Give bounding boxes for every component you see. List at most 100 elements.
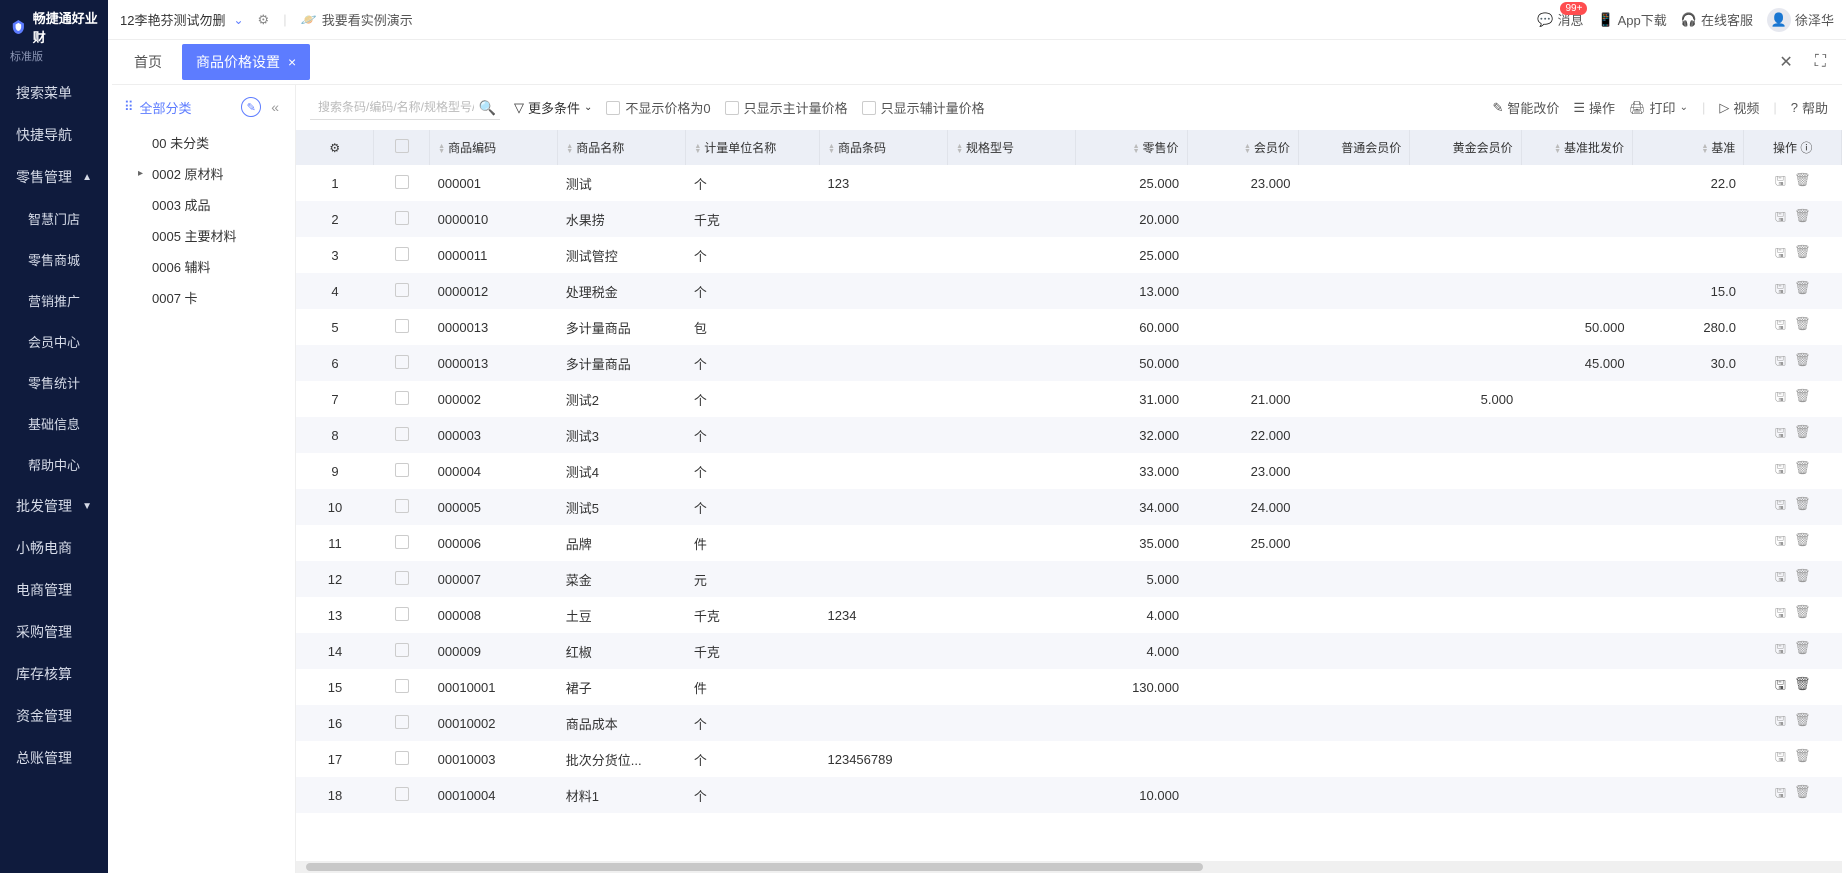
chk-main-unit[interactable]: 只显示主计量价格 <box>725 98 848 117</box>
save-icon[interactable]: 🖫 <box>1775 280 1786 302</box>
service-button[interactable]: 🎧 在线客服 <box>1681 10 1753 29</box>
save-icon[interactable]: 🖫 <box>1775 424 1786 446</box>
sidebar-item[interactable]: 总账管理 <box>0 737 108 779</box>
cell-checkbox[interactable] <box>374 309 430 345</box>
more-conditions-button[interactable]: ▽ 更多条件 ⌄ <box>514 98 592 117</box>
save-icon[interactable]: 🖫 <box>1775 748 1786 770</box>
delete-icon[interactable]: 🗑 <box>1794 748 1811 770</box>
cell-checkbox[interactable] <box>374 669 430 705</box>
cell-checkbox[interactable] <box>374 381 430 417</box>
user-menu[interactable]: 👤 徐泽华 <box>1767 8 1834 32</box>
table-row[interactable]: 7000002测试2个31.00021.0005.000🖫🗑 <box>296 381 1842 417</box>
th-member[interactable]: ▲▼会员价 <box>1187 130 1298 165</box>
sidebar-item[interactable]: 营销推广 <box>0 280 108 321</box>
delete-icon[interactable]: 🗑 <box>1794 640 1811 662</box>
cell-checkbox[interactable] <box>374 201 430 237</box>
chk-aux-unit[interactable]: 只显示辅计量价格 <box>862 98 985 117</box>
edit-category-button[interactable]: ✎ <box>241 97 261 117</box>
cell-checkbox[interactable] <box>374 489 430 525</box>
table-row[interactable]: 50000013多计量商品包60.00050.000280.0🖫🗑 <box>296 309 1842 345</box>
cell-checkbox[interactable] <box>374 705 430 741</box>
delete-icon[interactable]: 🗑 <box>1794 460 1811 482</box>
close-all-icon[interactable]: ✕ <box>1771 48 1800 76</box>
cell-checkbox[interactable] <box>374 633 430 669</box>
sidebar-item[interactable]: 帮助中心 <box>0 444 108 485</box>
sidebar-item[interactable]: 基础信息 <box>0 403 108 444</box>
save-icon[interactable]: 🖫 <box>1775 784 1786 806</box>
delete-icon[interactable]: 🗑 <box>1794 784 1811 806</box>
horizontal-scrollbar[interactable] <box>296 861 1842 873</box>
table-scroll[interactable]: ⚙ ▲▼商品编码 ▲▼商品名称 ▲▼计量单位名称 ▲▼商品条码 ▲▼规格型号 ▲… <box>296 130 1842 861</box>
help-button[interactable]: ?帮助 <box>1791 98 1828 117</box>
search-input[interactable] <box>310 95 500 120</box>
th-base-wholesale[interactable]: ▲▼基准批发价 <box>1521 130 1632 165</box>
save-icon[interactable]: 🖫 <box>1775 388 1786 410</box>
category-item[interactable]: 0003 成品 <box>132 189 289 220</box>
category-item[interactable]: 0007 卡 <box>132 282 289 313</box>
table-row[interactable]: 60000013多计量商品个50.00045.00030.0🖫🗑 <box>296 345 1842 381</box>
app-download-button[interactable]: 📱 App下载 <box>1597 10 1666 29</box>
th-normal-member[interactable]: 普通会员价 <box>1298 130 1409 165</box>
demo-link[interactable]: 🪐 我要看实例演示 <box>301 10 413 29</box>
org-selector[interactable]: 12李艳芬测试勿删 ⌄ <box>120 10 244 29</box>
delete-icon[interactable]: 🗑 <box>1794 676 1811 698</box>
save-icon[interactable]: 🖫 <box>1775 352 1786 374</box>
table-row[interactable]: 30000011测试管控个25.000🖫🗑 <box>296 237 1842 273</box>
th-retail[interactable]: ▲▼零售价 <box>1076 130 1187 165</box>
th-settings[interactable]: ⚙ <box>296 130 374 165</box>
cell-checkbox[interactable] <box>374 741 430 777</box>
save-icon[interactable]: 🖫 <box>1775 460 1786 482</box>
operate-button[interactable]: ☰操作 <box>1573 98 1615 117</box>
sidebar-item[interactable]: 资金管理 <box>0 695 108 737</box>
gear-icon[interactable]: ⚙ <box>258 12 270 28</box>
sidebar-item[interactable]: 批发管理▼ <box>0 485 108 527</box>
table-row[interactable]: 1800010004材料1个10.000🖫🗑 <box>296 777 1842 813</box>
delete-icon[interactable]: 🗑 <box>1794 352 1811 374</box>
th-code[interactable]: ▲▼商品编码 <box>430 130 558 165</box>
save-icon[interactable]: 🖫 <box>1775 496 1786 518</box>
category-item[interactable]: 0006 辅料 <box>132 251 289 282</box>
table-row[interactable]: 20000010水果捞千克20.000🖫🗑 <box>296 201 1842 237</box>
sidebar-item[interactable]: 会员中心 <box>0 321 108 362</box>
sidebar-item[interactable]: 快捷导航 <box>0 114 108 156</box>
th-spec[interactable]: ▲▼规格型号 <box>948 130 1076 165</box>
save-icon[interactable]: 🖫 <box>1775 208 1786 230</box>
save-icon[interactable]: 🖫 <box>1775 172 1786 194</box>
table-row[interactable]: 13000008土豆千克12344.000🖫🗑 <box>296 597 1842 633</box>
fullscreen-icon[interactable]: ⛶ <box>1807 49 1834 75</box>
delete-icon[interactable]: 🗑 <box>1794 496 1811 518</box>
close-icon[interactable]: × <box>288 54 296 70</box>
save-icon[interactable]: 🖫 <box>1775 244 1786 266</box>
cell-checkbox[interactable] <box>374 453 430 489</box>
sidebar-item[interactable]: 零售商城 <box>0 239 108 280</box>
delete-icon[interactable]: 🗑 <box>1794 208 1811 230</box>
cell-checkbox[interactable] <box>374 165 430 201</box>
category-item[interactable]: 00 未分类 <box>132 127 289 158</box>
tab-home[interactable]: 首页 <box>120 44 176 80</box>
search-icon[interactable]: 🔍 <box>479 99 496 116</box>
save-icon[interactable]: 🖫 <box>1775 604 1786 626</box>
video-button[interactable]: ▷视频 <box>1719 98 1759 117</box>
table-row[interactable]: 1000001测试个12325.00023.00022.0🖫🗑 <box>296 165 1842 201</box>
cell-checkbox[interactable] <box>374 237 430 273</box>
delete-icon[interactable]: 🗑 <box>1794 172 1811 194</box>
cell-checkbox[interactable] <box>374 345 430 381</box>
save-icon[interactable]: 🖫 <box>1775 532 1786 554</box>
table-row[interactable]: 1700010003批次分货位...个123456789🖫🗑 <box>296 741 1842 777</box>
sidebar-item[interactable]: 零售统计 <box>0 362 108 403</box>
save-icon[interactable]: 🖫 <box>1775 676 1786 698</box>
table-row[interactable]: 11000006品牌件35.00025.000🖫🗑 <box>296 525 1842 561</box>
cell-checkbox[interactable] <box>374 777 430 813</box>
th-base[interactable]: ▲▼基准 <box>1633 130 1744 165</box>
table-row[interactable]: 9000004测试4个33.00023.000🖫🗑 <box>296 453 1842 489</box>
tab-active[interactable]: 商品价格设置 × <box>182 44 310 80</box>
th-gold-member[interactable]: 黄金会员价 <box>1410 130 1521 165</box>
save-icon[interactable]: 🖫 <box>1775 640 1786 662</box>
delete-icon[interactable]: 🗑 <box>1794 424 1811 446</box>
save-icon[interactable]: 🖫 <box>1775 568 1786 590</box>
delete-icon[interactable]: 🗑 <box>1794 244 1811 266</box>
messages-button[interactable]: 💬 消息 99+ <box>1537 10 1583 29</box>
print-button[interactable]: 🖨打印⌄ <box>1629 98 1688 117</box>
sidebar-item[interactable]: 智慧门店 <box>0 198 108 239</box>
sidebar-item[interactable]: 小畅电商 <box>0 527 108 569</box>
